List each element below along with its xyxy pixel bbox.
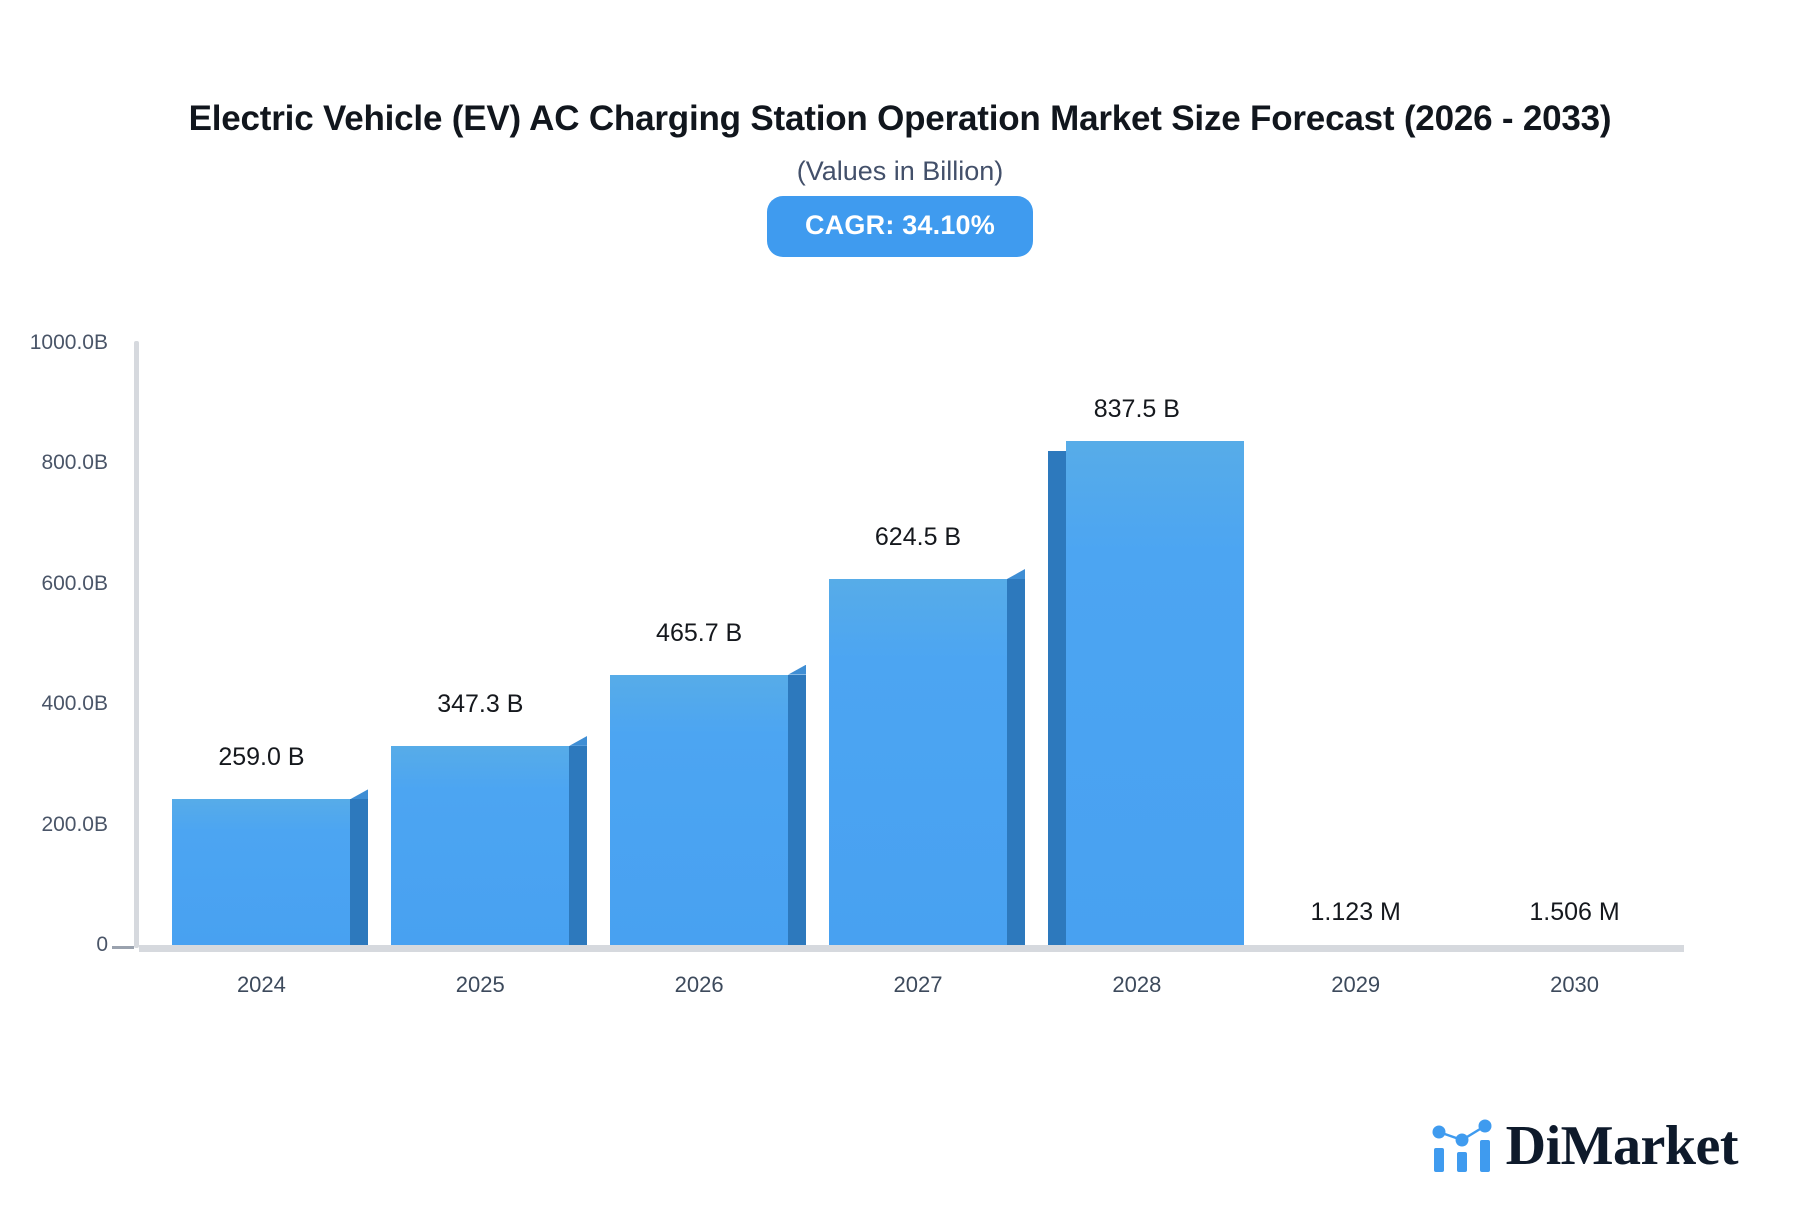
bar-value-label: 624.5 B bbox=[874, 523, 962, 552]
bar-side-panel bbox=[1007, 579, 1025, 945]
bar-value-label: 837.5 B bbox=[1093, 394, 1180, 423]
bar-value-label: 347.3 B bbox=[437, 689, 524, 718]
x-axis-tick-label: 2024 bbox=[236, 972, 286, 997]
bar-face bbox=[829, 579, 1007, 945]
bar-side-panel bbox=[1047, 450, 1066, 945]
bar-side-panel bbox=[569, 745, 588, 945]
x-axis-tick-label: 2030 bbox=[1550, 972, 1600, 997]
page-title: Electric Vehicle (EV) AC Charging Statio… bbox=[188, 99, 1612, 138]
dimarket-logo: DiMarket bbox=[1432, 1115, 1739, 1177]
y-axis-labels: 0 200.0B 400.0B 600.0B 800.0B 1000.0B bbox=[0, 0, 108, 1212]
chart-subtitle: (Values in Billion) bbox=[796, 156, 1004, 187]
bar-column[interactable] bbox=[1486, 944, 1682, 945]
bar-top-cap bbox=[788, 664, 807, 675]
logo-text: DiMarket bbox=[1505, 1115, 1739, 1177]
x-axis-tick-label: 2027 bbox=[893, 972, 943, 997]
y-axis-tick-label: 1000.0B bbox=[29, 331, 108, 354]
bar-column[interactable] bbox=[1267, 944, 1463, 945]
bar-column[interactable] bbox=[829, 569, 1025, 945]
y-axis-tick-label: 200.0B bbox=[41, 812, 108, 836]
bar-value-label: 259.0 B bbox=[218, 743, 305, 772]
cagr-badge-container: CAGR: 34.10% bbox=[0, 196, 1800, 258]
x-axis-tick-label: 2026 bbox=[674, 972, 724, 997]
bar-face bbox=[1065, 440, 1244, 945]
bar-column[interactable] bbox=[610, 664, 807, 945]
cagr-badge: CAGR: 34.10% bbox=[767, 196, 1033, 258]
bar-face bbox=[610, 674, 789, 945]
y-axis-tick-label: 800.0B bbox=[41, 451, 108, 475]
bar-top-cap bbox=[1007, 569, 1025, 580]
bar-value-label: 1.506 M bbox=[1529, 898, 1620, 926]
bar-chart-trend-icon bbox=[1432, 1119, 1492, 1172]
bar-face bbox=[172, 799, 351, 945]
bar-side-panel bbox=[788, 674, 807, 945]
x-axis-tick-label: 2029 bbox=[1331, 972, 1381, 997]
bar-column[interactable] bbox=[391, 735, 588, 945]
bar-top-cap bbox=[350, 789, 369, 800]
bar-column[interactable] bbox=[1047, 440, 1244, 945]
bar-side-panel bbox=[350, 799, 369, 945]
y-axis-line bbox=[134, 341, 139, 948]
x-axis-line bbox=[139, 945, 1684, 952]
chart-header: Electric Vehicle (EV) AC Charging Statio… bbox=[0, 0, 1800, 258]
bar-column[interactable] bbox=[172, 789, 369, 945]
y-axis-zero-tick bbox=[112, 946, 134, 949]
bar-value-label: 465.7 B bbox=[656, 618, 743, 647]
bar-value-label: 1.123 M bbox=[1310, 898, 1401, 926]
x-axis-tick-label: 2025 bbox=[455, 972, 505, 997]
y-axis-tick-label: 400.0B bbox=[41, 692, 108, 716]
bar-face bbox=[391, 745, 570, 945]
y-axis-tick-label: 0 bbox=[96, 933, 108, 956]
y-axis-tick-label: 600.0B bbox=[41, 571, 108, 595]
bar-top-cap bbox=[569, 735, 588, 746]
x-axis-tick-label: 2028 bbox=[1112, 972, 1162, 997]
